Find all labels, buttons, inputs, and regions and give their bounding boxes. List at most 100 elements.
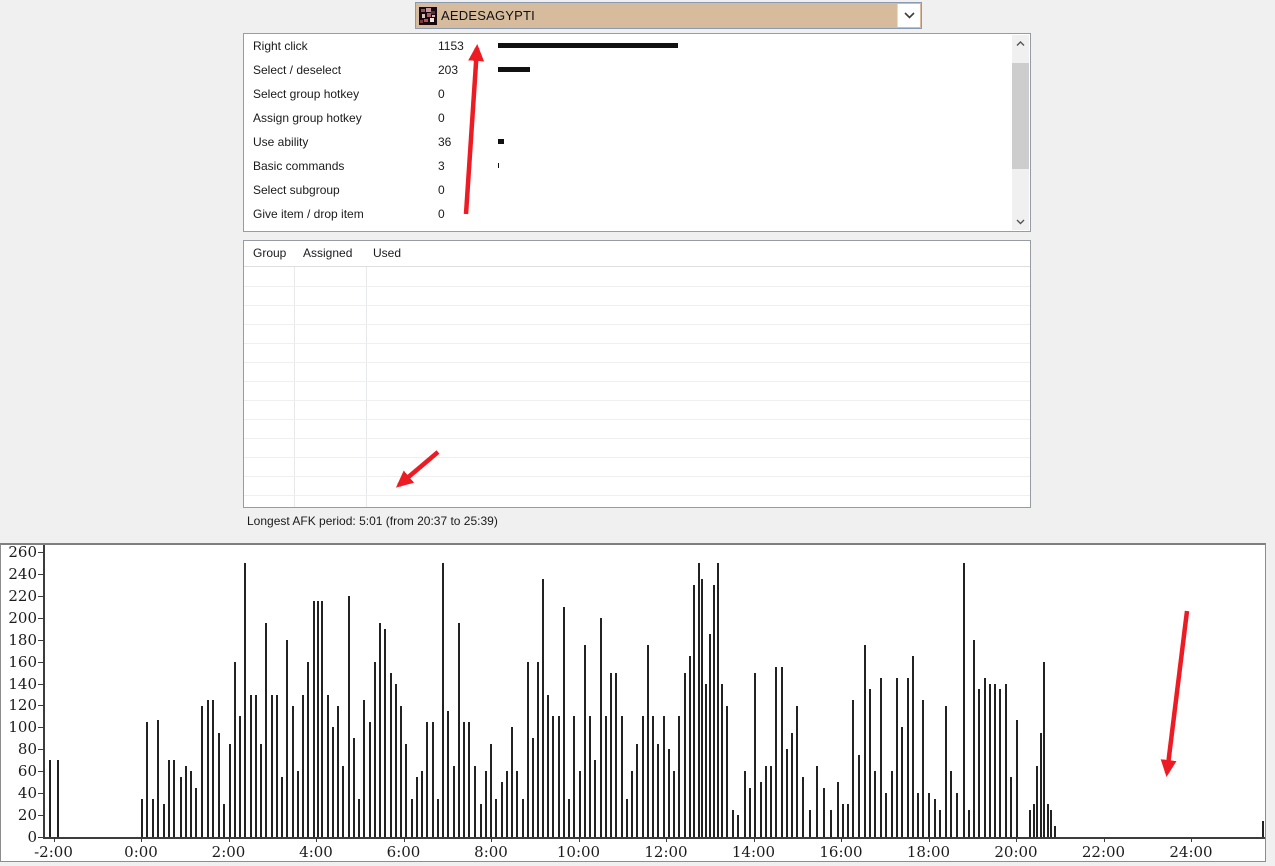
action-label: Basic commands <box>253 159 345 173</box>
action-count: 36 <box>438 135 452 149</box>
apm-bar <box>457 623 460 837</box>
table-header: Group Assigned Used <box>244 241 1030 267</box>
action-row[interactable]: Give item / drop item 0 <box>244 202 1030 226</box>
apm-bar <box>162 804 165 837</box>
apm-bar <box>884 793 887 837</box>
apm-bar <box>547 694 549 837</box>
apm-bar <box>688 656 691 837</box>
apm-bar <box>302 694 304 837</box>
apm-bar <box>275 694 278 837</box>
y-tick-label: 0 <box>27 828 37 846</box>
apm-bar <box>847 804 850 837</box>
table-row[interactable] <box>244 324 1030 344</box>
x-tick-label: 14:00 <box>731 843 776 861</box>
apm-bar <box>890 771 893 837</box>
action-label: Select subgroup <box>253 183 340 197</box>
apm-bar <box>368 721 371 837</box>
apm-bar <box>500 782 503 837</box>
scrollbar-thumb[interactable] <box>1012 63 1029 169</box>
apm-bar <box>156 719 159 837</box>
table-row[interactable] <box>244 362 1030 382</box>
apm-bar <box>270 694 273 837</box>
scroll-down-icon[interactable] <box>1012 213 1029 230</box>
y-tick <box>38 595 43 597</box>
apm-bar <box>857 754 860 837</box>
action-label: Use ability <box>253 135 309 149</box>
column-header-assigned[interactable]: Assigned <box>303 246 353 260</box>
x-tick <box>1191 839 1192 842</box>
column-divider <box>294 241 295 507</box>
apm-bar <box>573 716 576 837</box>
table-row[interactable] <box>244 400 1030 420</box>
table-row[interactable] <box>244 305 1030 325</box>
y-tick <box>38 639 43 641</box>
apm-bar <box>615 672 618 837</box>
apm-bar <box>646 645 649 837</box>
action-row[interactable]: Select group hotkey 0 <box>244 82 1030 106</box>
apm-bar <box>625 798 628 837</box>
apm-bar <box>662 716 665 837</box>
table-row[interactable] <box>244 343 1030 363</box>
apm-bar <box>896 678 899 837</box>
apm-bar <box>557 716 560 837</box>
apm-bar <box>511 727 514 837</box>
column-header-used[interactable]: Used <box>373 246 402 260</box>
apm-bar <box>463 721 465 837</box>
actions-scrollbar[interactable] <box>1012 35 1029 230</box>
dropdown-button[interactable] <box>897 4 920 27</box>
apm-bar <box>296 771 299 837</box>
x-tick <box>491 839 492 842</box>
player-portrait-icon <box>419 6 437 25</box>
apm-bar <box>233 661 236 837</box>
x-tick-label: 20:00 <box>994 843 1038 861</box>
table-row[interactable] <box>244 438 1030 458</box>
apm-bar <box>791 732 794 837</box>
action-row[interactable]: Select subgroup 0 <box>244 178 1030 202</box>
apm-bar <box>1009 776 1012 837</box>
action-row[interactable]: Assign group hotkey 0 <box>244 106 1030 130</box>
table-row[interactable] <box>244 381 1030 401</box>
apm-bar <box>190 771 192 837</box>
apm-bar <box>436 798 439 837</box>
action-row[interactable]: Right click 1153 <box>244 34 1030 58</box>
y-tick <box>38 727 43 729</box>
apm-bar <box>195 787 198 837</box>
action-label: Select group hotkey <box>253 87 360 101</box>
control-groups-table: Group Assigned Used <box>243 240 1031 508</box>
y-tick <box>38 815 43 817</box>
apm-bar <box>291 705 294 837</box>
apm-bar <box>1032 804 1035 837</box>
apm-bar <box>379 623 381 837</box>
actions-rows-container: Right click 1153 Select / deselect 203 Selec… <box>244 34 1030 226</box>
apm-bar <box>604 716 607 837</box>
scroll-up-icon[interactable] <box>1012 35 1029 52</box>
table-row[interactable] <box>244 419 1030 439</box>
apm-bar <box>736 815 739 837</box>
action-row[interactable]: Use ability 36 <box>244 130 1030 154</box>
apm-bar <box>785 749 788 837</box>
y-tick <box>38 749 43 751</box>
action-row[interactable]: Select / deselect 203 <box>244 58 1030 82</box>
apm-bar <box>836 782 839 837</box>
apm-bar <box>693 584 696 837</box>
apm-bar <box>770 765 773 837</box>
column-header-group[interactable]: Group <box>253 246 287 260</box>
apm-bar <box>562 606 565 837</box>
apm-bar <box>260 743 262 837</box>
apm-bar <box>211 700 214 837</box>
table-row[interactable] <box>244 476 1030 496</box>
table-row[interactable] <box>244 495 1030 507</box>
apm-bar <box>874 771 877 837</box>
actions-stats-list: Right click 1153 Select / deselect 203 Selec… <box>243 33 1031 232</box>
table-row[interactable] <box>244 267 1030 287</box>
action-count: 0 <box>438 111 445 125</box>
action-row[interactable]: Basic commands 3 <box>244 154 1030 178</box>
apm-bar <box>775 667 778 837</box>
apm-bar <box>631 771 633 837</box>
table-row[interactable] <box>244 457 1030 477</box>
apm-bar <box>673 771 675 837</box>
apm-bar <box>994 683 997 837</box>
table-row[interactable] <box>244 286 1030 306</box>
apm-bar <box>337 705 339 837</box>
player-select-dropdown[interactable]: AEDESAGYPTI <box>415 2 922 29</box>
